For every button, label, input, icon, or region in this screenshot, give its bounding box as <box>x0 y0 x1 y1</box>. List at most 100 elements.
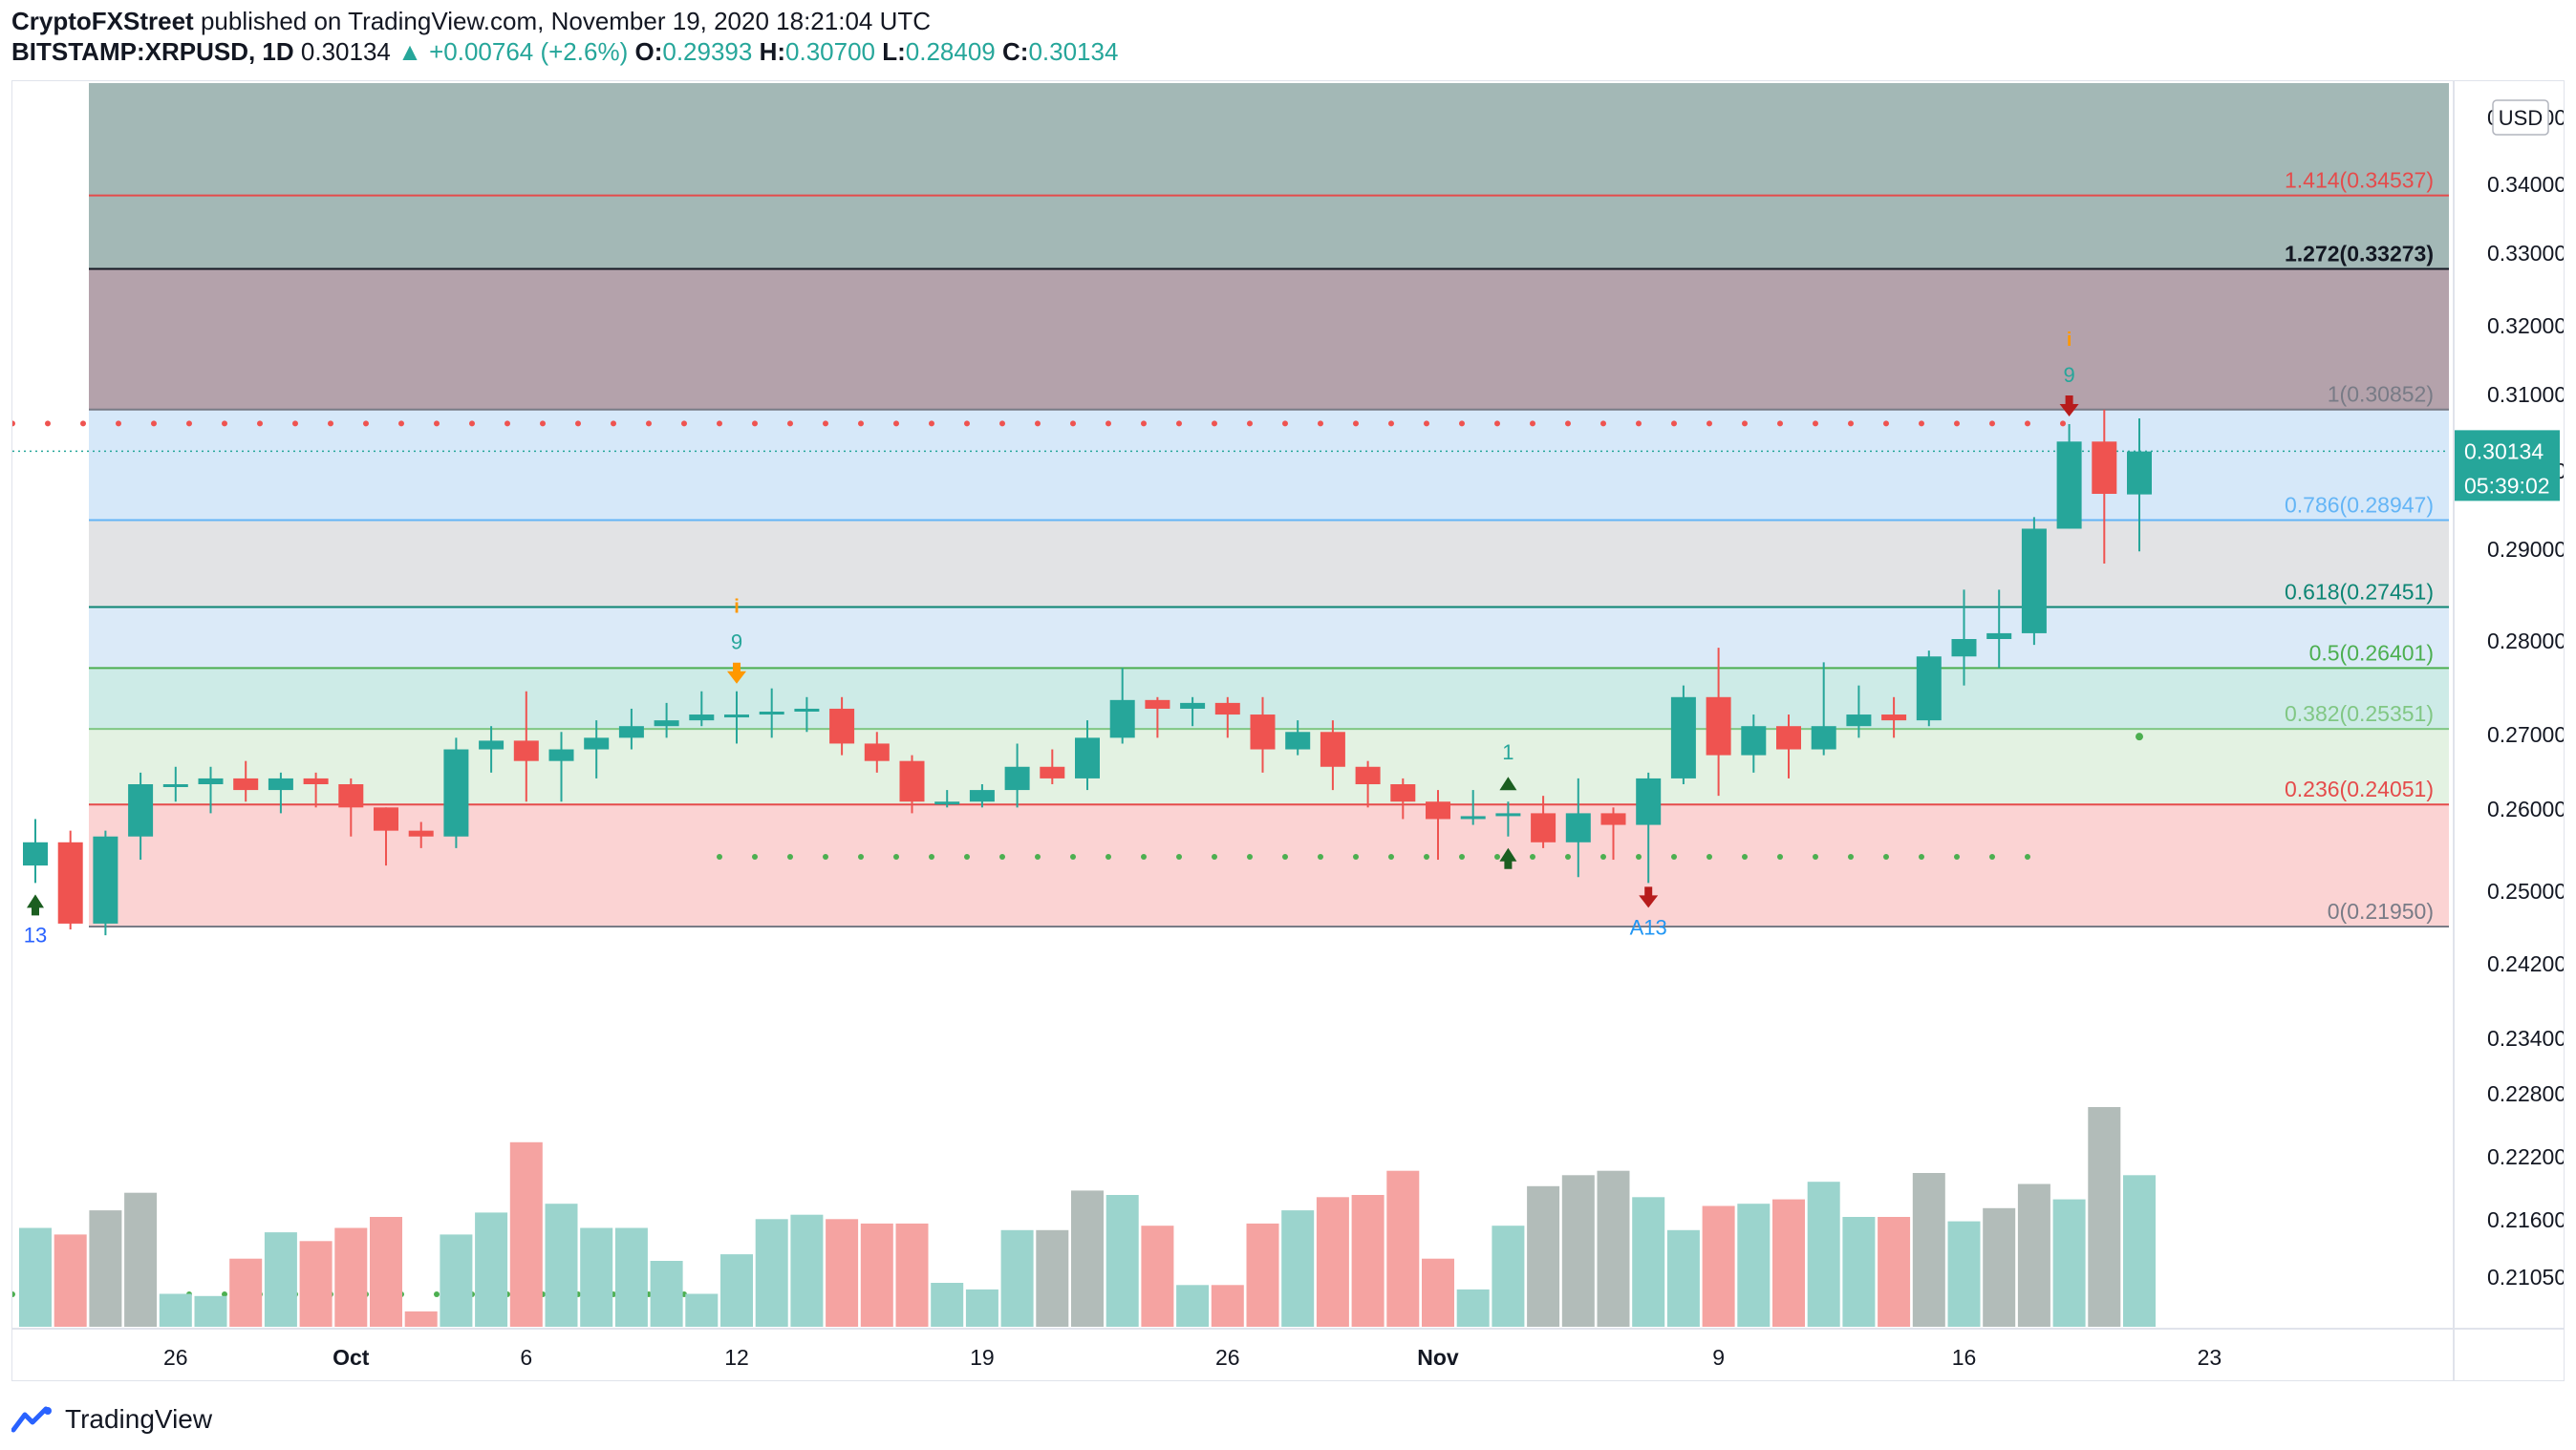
volume-bar <box>1036 1229 1069 1327</box>
volume-bar <box>1983 1207 2016 1327</box>
support-dot <box>434 1291 440 1297</box>
price-tick-label: 0.21600 <box>2487 1207 2564 1232</box>
resistance-dot <box>469 420 475 427</box>
resistance-dot <box>1742 420 1748 427</box>
volume-bar <box>1351 1195 1385 1327</box>
volume-bars <box>19 1107 2156 1327</box>
volume-bar <box>1106 1195 1139 1327</box>
publisher-name[interactable]: CryptoFXStreet <box>11 7 194 35</box>
support-dot <box>1353 854 1359 860</box>
volume-bar <box>1632 1197 1665 1327</box>
resistance-dot <box>151 420 157 427</box>
candle-body <box>724 714 749 718</box>
last-price: 0.30134 <box>300 37 391 66</box>
resistance-dot <box>116 420 121 427</box>
volume-bar <box>1912 1173 1945 1327</box>
support-dot <box>717 854 722 860</box>
resistance-dot <box>1141 420 1147 427</box>
resistance-dot <box>752 420 758 427</box>
fib-zone <box>89 195 2449 269</box>
fib-level-label: 1(0.30852) <box>2328 382 2434 407</box>
resistance-dot <box>681 420 687 427</box>
candle-body <box>128 784 154 837</box>
price-tick-label: 0.28000 <box>2487 629 2564 653</box>
candle-body <box>1075 737 1100 778</box>
publish-line: CryptoFXStreet published on TradingView.… <box>11 6 2563 36</box>
volume-bar <box>2088 1107 2121 1327</box>
time-tick-label: 26 <box>1215 1345 1240 1370</box>
resistance-dot <box>1777 420 1783 427</box>
candle-body <box>1355 766 1381 784</box>
fib-level-label: 0(0.21950) <box>2328 899 2434 924</box>
volume-bar <box>1316 1197 1349 1327</box>
currency-badge[interactable] <box>2492 99 2549 136</box>
time-axis[interactable]: 26 Oct 6 12 19 26 Nov 9 16 23 <box>12 1328 2564 1370</box>
volume-bar <box>124 1192 158 1327</box>
price-axis[interactable]: 0.21050 0.21600 0.22200 0.22800 0.23400 0.242… <box>2453 81 2564 1380</box>
resistance-dot <box>363 420 369 427</box>
support-dot <box>1813 854 1818 860</box>
volume-bar <box>1176 1285 1210 1327</box>
price-tick-label: 0.32000 <box>2487 313 2564 338</box>
brand-name[interactable]: TradingView <box>65 1404 213 1434</box>
volume-bar <box>1386 1170 1420 1327</box>
candle-body <box>2021 528 2047 633</box>
support-dot <box>1600 854 1606 860</box>
volume-bar <box>1281 1210 1315 1327</box>
fib-retracement[interactable]: 0(0.21950) 0.236(0.24051) 0.382(0.25351) 0.… <box>89 83 2449 928</box>
symbol-label[interactable]: BITSTAMP:XRPUSD, 1D <box>11 37 294 66</box>
support-dot <box>1989 854 1995 860</box>
support-dot <box>222 1291 227 1297</box>
candle-body <box>1776 726 1801 750</box>
volume-bar <box>194 1295 227 1327</box>
candlestick-chart[interactable]: 0(0.21950) 0.236(0.24051) 0.382(0.25351) 0.… <box>12 81 2564 1380</box>
candle-body <box>934 801 960 805</box>
fib-level-label: 0.382(0.25351) <box>2285 701 2434 726</box>
time-tick-label: Oct <box>333 1345 370 1370</box>
candle-body <box>864 743 890 761</box>
candle-body <box>93 836 118 924</box>
volume-bar <box>1878 1217 1911 1327</box>
support-dot <box>1388 854 1394 860</box>
volume-bar <box>1000 1229 1034 1327</box>
fib-zone <box>89 409 2449 521</box>
support-dot <box>1212 854 1217 860</box>
resistance-dot <box>964 420 970 427</box>
volume-bar <box>790 1214 824 1327</box>
resistance-dot <box>1848 420 1854 427</box>
support-dot <box>1848 854 1854 860</box>
candle-body <box>374 807 398 831</box>
volume-bar <box>509 1141 543 1327</box>
candle-body <box>303 778 329 784</box>
support-dot <box>858 854 864 860</box>
volume-bar <box>229 1258 263 1327</box>
resistance-dot <box>575 420 581 427</box>
volume-bar <box>475 1212 508 1327</box>
resistance-dot <box>611 420 616 427</box>
resistance-dot <box>1707 420 1712 427</box>
candle-body <box>338 784 364 808</box>
chart-frame[interactable]: 0(0.21950) 0.236(0.24051) 0.382(0.25351) 0.… <box>11 80 2565 1381</box>
resistance-dot <box>929 420 934 427</box>
candle-body <box>513 740 539 761</box>
resistance-dot <box>823 420 828 427</box>
footer: TradingView <box>11 1400 212 1439</box>
volume-bar <box>965 1289 998 1327</box>
candle-body <box>23 842 48 866</box>
resistance-dot <box>893 420 899 427</box>
price-tick-label: 0.26000 <box>2487 797 2564 821</box>
signal-label: 9 <box>2063 363 2074 387</box>
signal-label: A13 <box>1630 915 1667 939</box>
candle-body <box>1285 732 1311 750</box>
volume-bar <box>720 1254 753 1327</box>
time-tick-label: 19 <box>970 1345 995 1370</box>
price-tick-label: 0.25000 <box>2487 879 2564 904</box>
resistance-dot <box>1565 420 1571 427</box>
candles[interactable] <box>23 409 2152 936</box>
candle-body <box>1600 813 1626 825</box>
info-marker: i <box>734 597 740 618</box>
support-dot <box>1707 854 1712 860</box>
support-dot <box>1494 854 1500 860</box>
open-value: 0.29393 <box>662 37 753 66</box>
resistance-dot <box>186 420 192 427</box>
